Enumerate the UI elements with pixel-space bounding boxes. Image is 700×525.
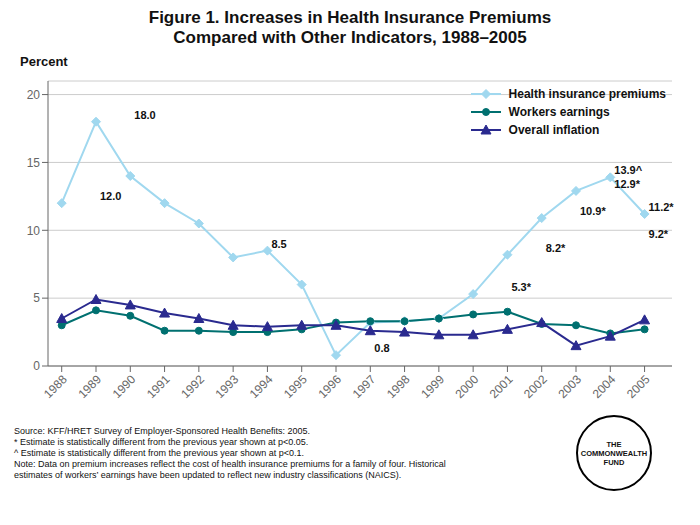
svg-text:10: 10 (27, 224, 41, 238)
svg-text:2002: 2002 (521, 372, 550, 401)
svg-text:1989: 1989 (75, 372, 104, 401)
svg-text:1993: 1993 (213, 372, 242, 401)
svg-text:5: 5 (33, 291, 40, 305)
html-text:Percent: Percent (20, 54, 68, 69)
svg-text:5.3*: 5.3* (511, 281, 531, 293)
svg-text:20: 20 (27, 88, 41, 102)
svg-text:1996: 1996 (315, 372, 344, 401)
svg-text:2004: 2004 (590, 372, 619, 401)
svg-text:8.2*: 8.2* (546, 242, 566, 254)
html-text:Source: KFF/HRET Survey of Emp: Source: KFF/HRET Survey of Employer-Spon… (14, 425, 446, 480)
svg-text:1988: 1988 (41, 372, 70, 401)
svg-text:1995: 1995 (281, 372, 310, 401)
svg-text:12.9*: 12.9* (614, 178, 640, 190)
svg-text:13.9^: 13.9^ (614, 164, 642, 176)
svg-text:15: 15 (27, 156, 41, 170)
svg-text:0: 0 (33, 359, 40, 373)
svg-text:1992: 1992 (178, 372, 207, 401)
svg-text:8.5: 8.5 (271, 238, 286, 250)
html-text:THE COMMONWEALTH FUND: THE COMMONWEALTH FUND (580, 439, 648, 467)
svg-text:11.2*: 11.2* (649, 201, 675, 213)
html-text:Figure 1. Increases in Health: Figure 1. Increases in Health Insurance … (148, 8, 552, 47)
svg-text:0.8: 0.8 (374, 342, 389, 354)
html-text:Health insurance premiums: Health insurance premiums (508, 87, 666, 101)
svg-text:2005: 2005 (624, 372, 653, 401)
svg-text:12.0: 12.0 (100, 190, 121, 202)
svg-text:10.9*: 10.9* (580, 205, 606, 217)
svg-text:1994: 1994 (247, 372, 276, 401)
svg-text:1991: 1991 (144, 372, 173, 401)
svg-text:1990: 1990 (110, 372, 139, 401)
svg-text:1999: 1999 (418, 372, 447, 401)
svg-text:2000: 2000 (453, 372, 482, 401)
svg-text:1997: 1997 (350, 372, 379, 401)
svg-text:18.0: 18.0 (134, 109, 155, 121)
svg-text:2003: 2003 (555, 372, 584, 401)
svg-text:1998: 1998 (384, 372, 413, 401)
svg-text:9.2*: 9.2* (649, 228, 669, 240)
svg-text:2001: 2001 (487, 372, 516, 401)
html-text:Overall inflation: Overall inflation (508, 123, 600, 137)
html-text:Workers earnings: Workers earnings (508, 105, 610, 119)
